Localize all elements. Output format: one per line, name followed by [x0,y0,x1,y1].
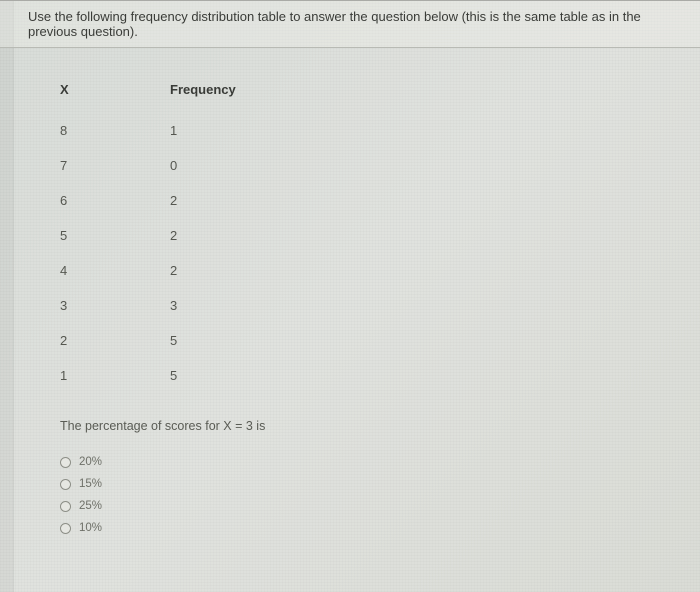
cell-x: 6 [60,183,170,218]
cell-freq: 3 [170,288,270,323]
option-label: 20% [79,456,102,468]
cell-x: 7 [60,148,170,183]
option-label: 25% [79,500,102,512]
table-row: 1 5 [60,358,270,393]
table-row: 5 2 [60,218,270,253]
quiz-page: Use the following frequency distribution… [0,0,700,539]
radio-icon [60,501,71,512]
question-text: The percentage of scores for X = 3 is [60,419,700,433]
cell-freq: 0 [170,148,270,183]
option-20[interactable]: 20% [60,451,700,473]
cell-x: 5 [60,218,170,253]
radio-icon [60,457,71,468]
option-label: 10% [79,522,102,534]
table-row: 6 2 [60,183,270,218]
col-header-frequency: Frequency [170,76,270,113]
cell-x: 2 [60,323,170,358]
cell-freq: 2 [170,253,270,288]
radio-icon [60,479,71,490]
content-area: X Frequency 8 1 7 0 6 2 5 [0,48,700,539]
option-10[interactable]: 10% [60,517,700,539]
col-header-x: X [60,76,170,113]
table-header-row: X Frequency [60,76,270,113]
table-row: 8 1 [60,113,270,148]
cell-freq: 2 [170,218,270,253]
cell-freq: 1 [170,113,270,148]
table-row: 3 3 [60,288,270,323]
cell-x: 8 [60,113,170,148]
option-15[interactable]: 15% [60,473,700,495]
table-row: 2 5 [60,323,270,358]
cell-x: 4 [60,253,170,288]
cell-freq: 5 [170,358,270,393]
table-row: 7 0 [60,148,270,183]
option-label: 15% [79,478,102,490]
instruction-text: Use the following frequency distribution… [0,0,700,48]
table-row: 4 2 [60,253,270,288]
cell-freq: 2 [170,183,270,218]
radio-icon [60,523,71,534]
options-group: 20% 15% 25% 10% [60,451,700,539]
option-25[interactable]: 25% [60,495,700,517]
cell-freq: 5 [170,323,270,358]
cell-x: 3 [60,288,170,323]
frequency-table: X Frequency 8 1 7 0 6 2 5 [60,76,270,393]
cell-x: 1 [60,358,170,393]
